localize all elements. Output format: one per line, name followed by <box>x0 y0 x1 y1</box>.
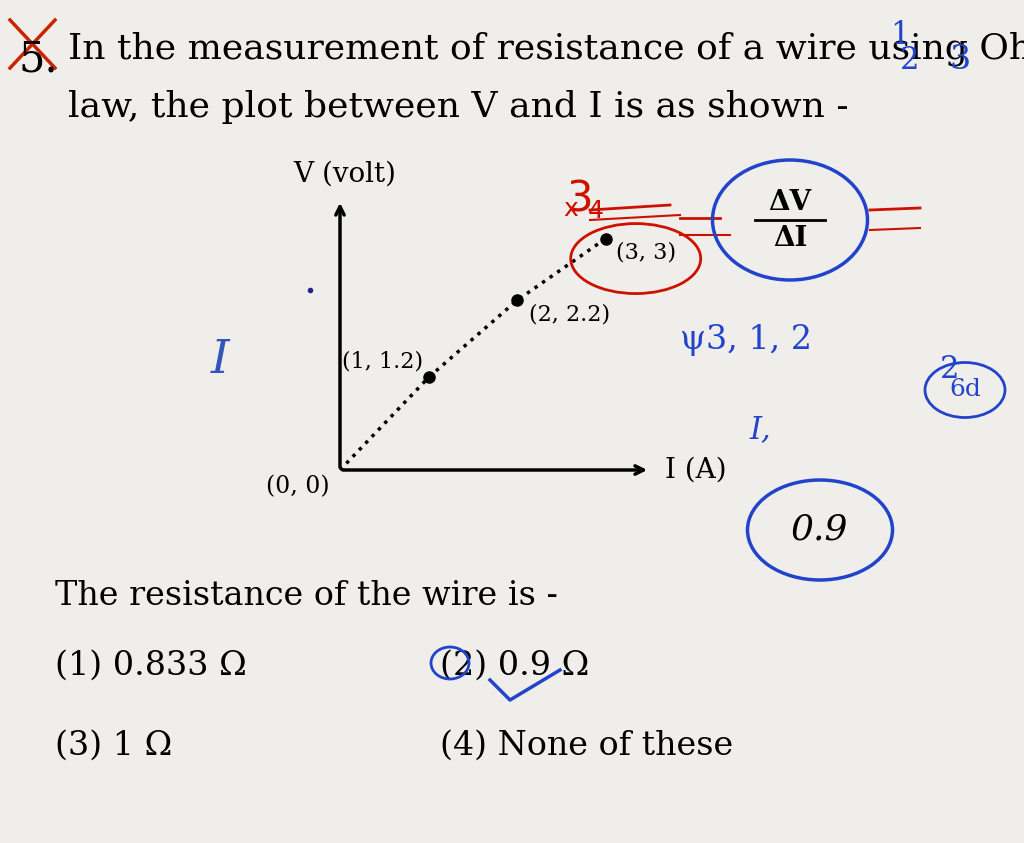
Text: ψ3, 1, 2: ψ3, 1, 2 <box>680 324 812 356</box>
Text: The resistance of the wire is -: The resistance of the wire is - <box>55 580 558 612</box>
Text: 5.: 5. <box>18 38 57 80</box>
Text: ΔV: ΔV <box>768 189 812 216</box>
Text: (1) 0.833 Ω: (1) 0.833 Ω <box>55 650 247 682</box>
Text: ΔI: ΔI <box>773 224 807 251</box>
Text: In the measurement of resistance of a wire using Ohm's: In the measurement of resistance of a wi… <box>68 32 1024 67</box>
Text: 1: 1 <box>890 20 909 51</box>
Text: 4: 4 <box>588 199 604 223</box>
Text: I (A): I (A) <box>665 457 727 484</box>
Text: law, the plot between V and I is as shown -: law, the plot between V and I is as show… <box>68 90 849 124</box>
Text: (3, 3): (3, 3) <box>615 242 676 264</box>
Text: 3: 3 <box>950 44 971 76</box>
Text: V (volt): V (volt) <box>294 161 396 188</box>
Text: (2) 0.9 Ω: (2) 0.9 Ω <box>440 650 589 682</box>
Text: (0, 0): (0, 0) <box>266 475 330 498</box>
Text: 0.9: 0.9 <box>792 513 849 547</box>
Text: x: x <box>563 196 579 221</box>
Text: 2: 2 <box>900 45 920 76</box>
Text: (1, 1.2): (1, 1.2) <box>342 351 424 373</box>
Text: (4) None of these: (4) None of these <box>440 730 733 762</box>
Text: I: I <box>211 337 229 383</box>
Text: (2, 2.2): (2, 2.2) <box>529 303 610 325</box>
Text: 6d: 6d <box>949 379 981 401</box>
Text: 2: 2 <box>940 355 959 385</box>
Text: (3) 1 Ω: (3) 1 Ω <box>55 730 172 762</box>
Text: 3: 3 <box>566 179 593 221</box>
Text: I,: I, <box>750 415 771 445</box>
